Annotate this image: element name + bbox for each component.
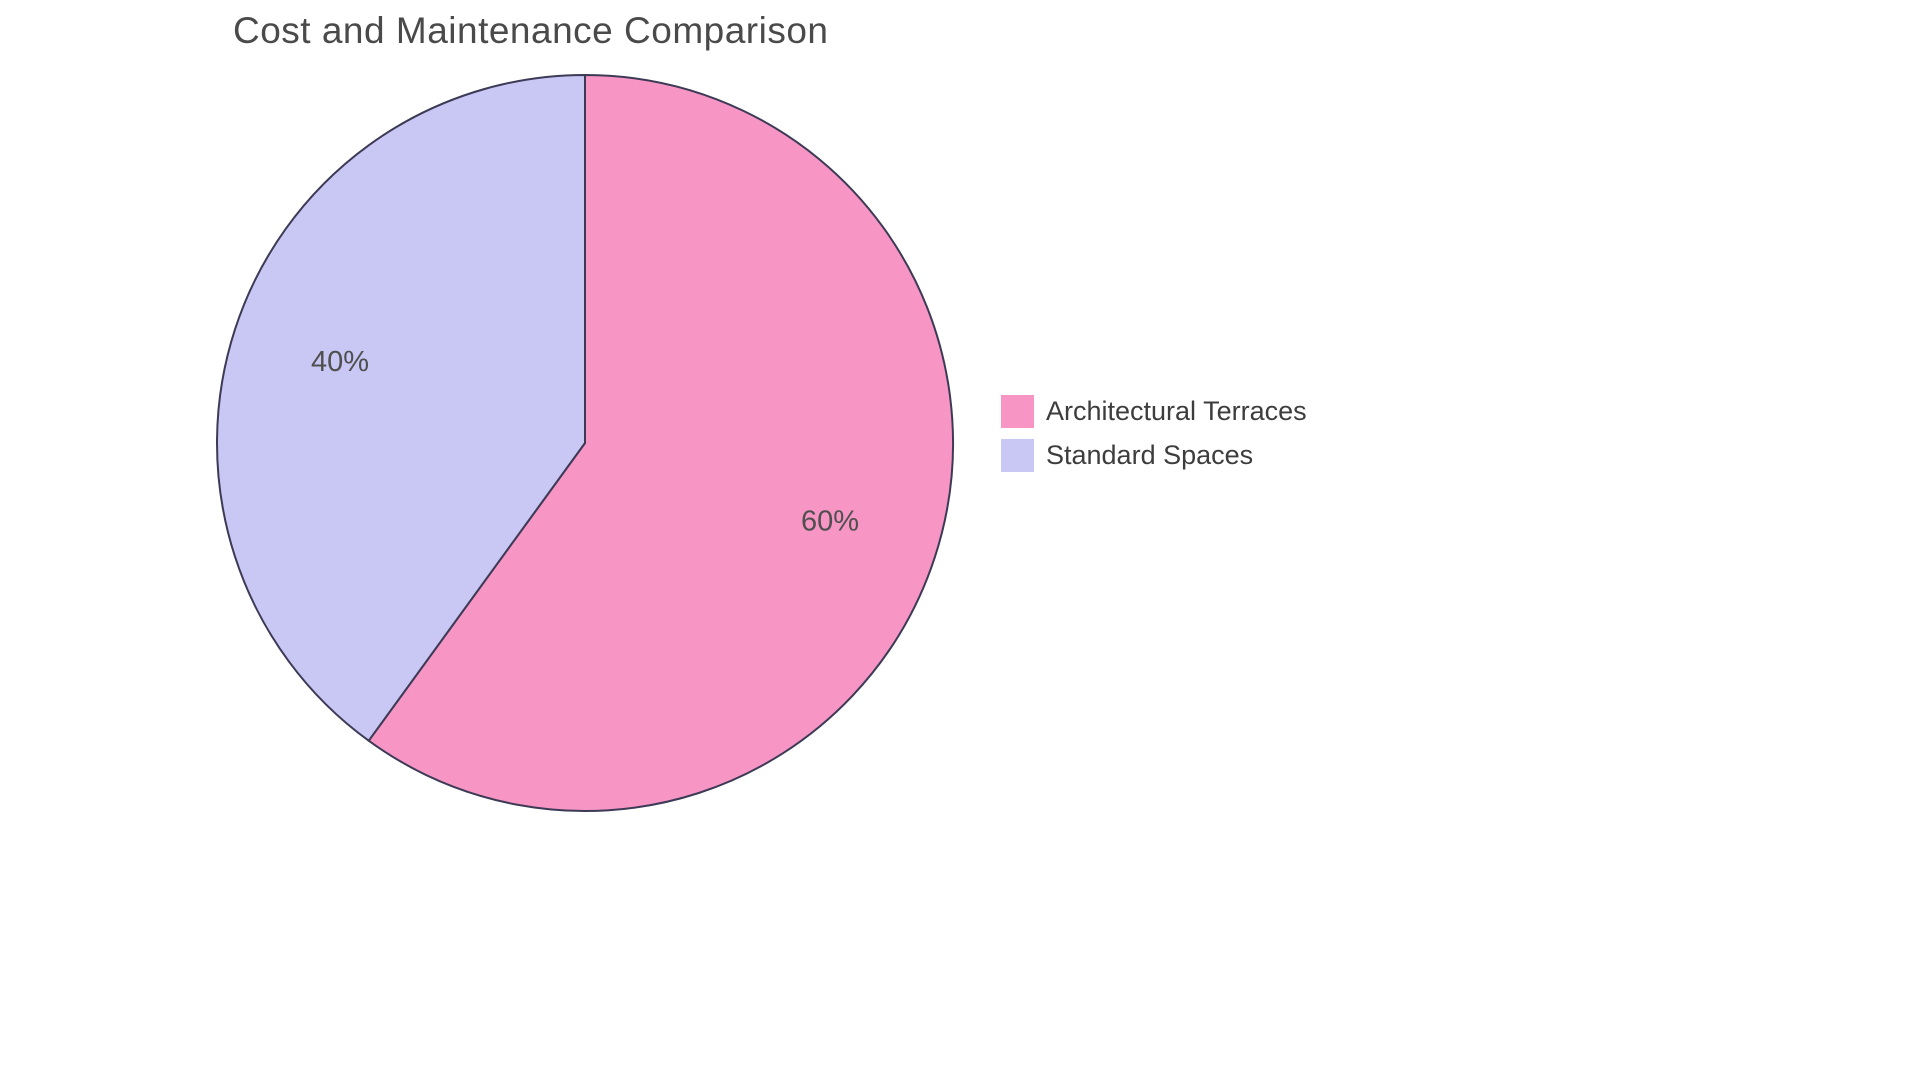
legend-swatch-architectural-terraces bbox=[1001, 395, 1034, 428]
legend-item-standard-spaces[interactable]: Standard Spaces bbox=[1001, 439, 1307, 472]
legend-item-architectural-terraces[interactable]: Architectural Terraces bbox=[1001, 395, 1307, 428]
legend-label-standard-spaces: Standard Spaces bbox=[1046, 440, 1254, 470]
slice-percentage-label-standard-spaces: 40% bbox=[311, 346, 369, 378]
legend-label-architectural-terraces: Architectural Terraces bbox=[1046, 396, 1307, 426]
slice-percentage-label-architectural-terraces: 60% bbox=[801, 505, 859, 537]
legend: Architectural Terraces Standard Spaces bbox=[1001, 395, 1307, 472]
pie-slice-architectural-terraces[interactable] bbox=[367, 74, 954, 812]
pie-slice-standard-spaces[interactable] bbox=[216, 74, 586, 742]
legend-swatch-standard-spaces bbox=[1001, 439, 1034, 472]
chart-title: Cost and Maintenance Comparison bbox=[233, 10, 829, 51]
